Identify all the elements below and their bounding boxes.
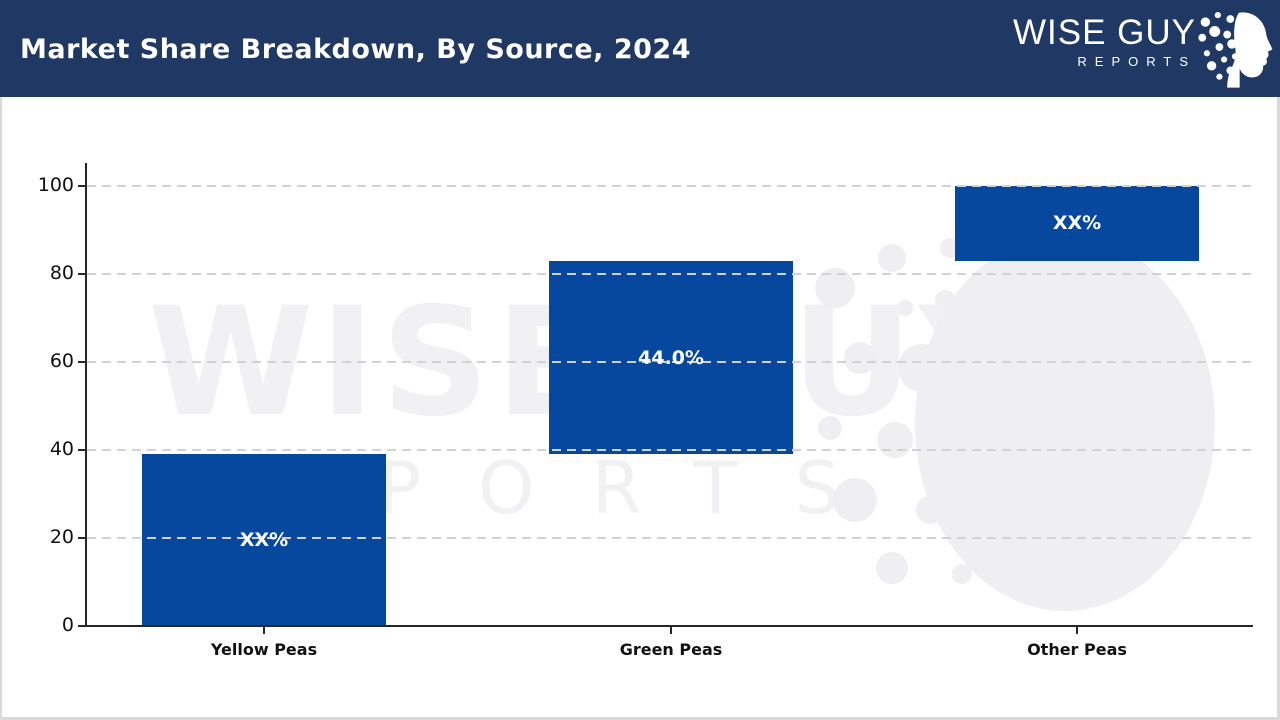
x-category-label-green-peas: Green Peas [619, 640, 723, 659]
y-tick-label-80: 80 [49, 262, 74, 284]
x-tick-green-peas [670, 627, 672, 634]
gridline-80 [87, 273, 1253, 275]
bar-green-peas [549, 260, 793, 455]
brand-logo-subtext: REPORTS [1077, 54, 1196, 69]
x-tick-other-peas [1076, 627, 1078, 634]
page-border-right [1277, 97, 1280, 720]
bar-value-label-green-peas: 44.0% [638, 346, 704, 369]
y-tick-40 [78, 449, 85, 451]
brand-logo: WISE GUY REPORTS [1012, 13, 1196, 70]
page-border-left [0, 97, 2, 720]
brand-logo-text: WISE GUY [1012, 13, 1196, 52]
gridline-40 [87, 449, 1253, 451]
gridline-20 [87, 537, 1253, 539]
page-title: Market Share Breakdown, By Source, 2024 [20, 34, 691, 65]
x-tick-yellow-peas [263, 627, 265, 634]
bar-other-peas [955, 186, 1199, 261]
y-axis-line [85, 163, 87, 627]
y-tick-label-40: 40 [49, 438, 74, 460]
bar-value-label-other-peas: XX% [1052, 212, 1102, 235]
bar-value-label-yellow-peas: XX% [239, 529, 289, 552]
page-border-bottom [0, 717, 1280, 720]
y-tick-label-0: 0 [61, 614, 74, 636]
y-tick-label-100: 100 [37, 174, 74, 196]
gridline-60 [87, 361, 1253, 363]
header-bar: Market Share Breakdown, By Source, 2024 … [0, 0, 1280, 97]
watermark-face-icon [815, 235, 1215, 611]
gridline-100 [87, 185, 1253, 187]
x-axis-line [85, 625, 1253, 627]
y-tick-80 [78, 273, 85, 275]
y-tick-0 [78, 625, 85, 627]
y-tick-label-20: 20 [49, 526, 74, 548]
y-tick-label-60: 60 [49, 350, 74, 372]
bar-yellow-peas [142, 454, 386, 626]
y-tick-60 [78, 361, 85, 363]
x-category-label-yellow-peas: Yellow Peas [210, 640, 318, 659]
x-category-label-other-peas: Other Peas [1027, 640, 1127, 659]
y-tick-20 [78, 537, 85, 539]
brand-face-icon [1198, 11, 1273, 88]
y-tick-100 [78, 185, 85, 187]
